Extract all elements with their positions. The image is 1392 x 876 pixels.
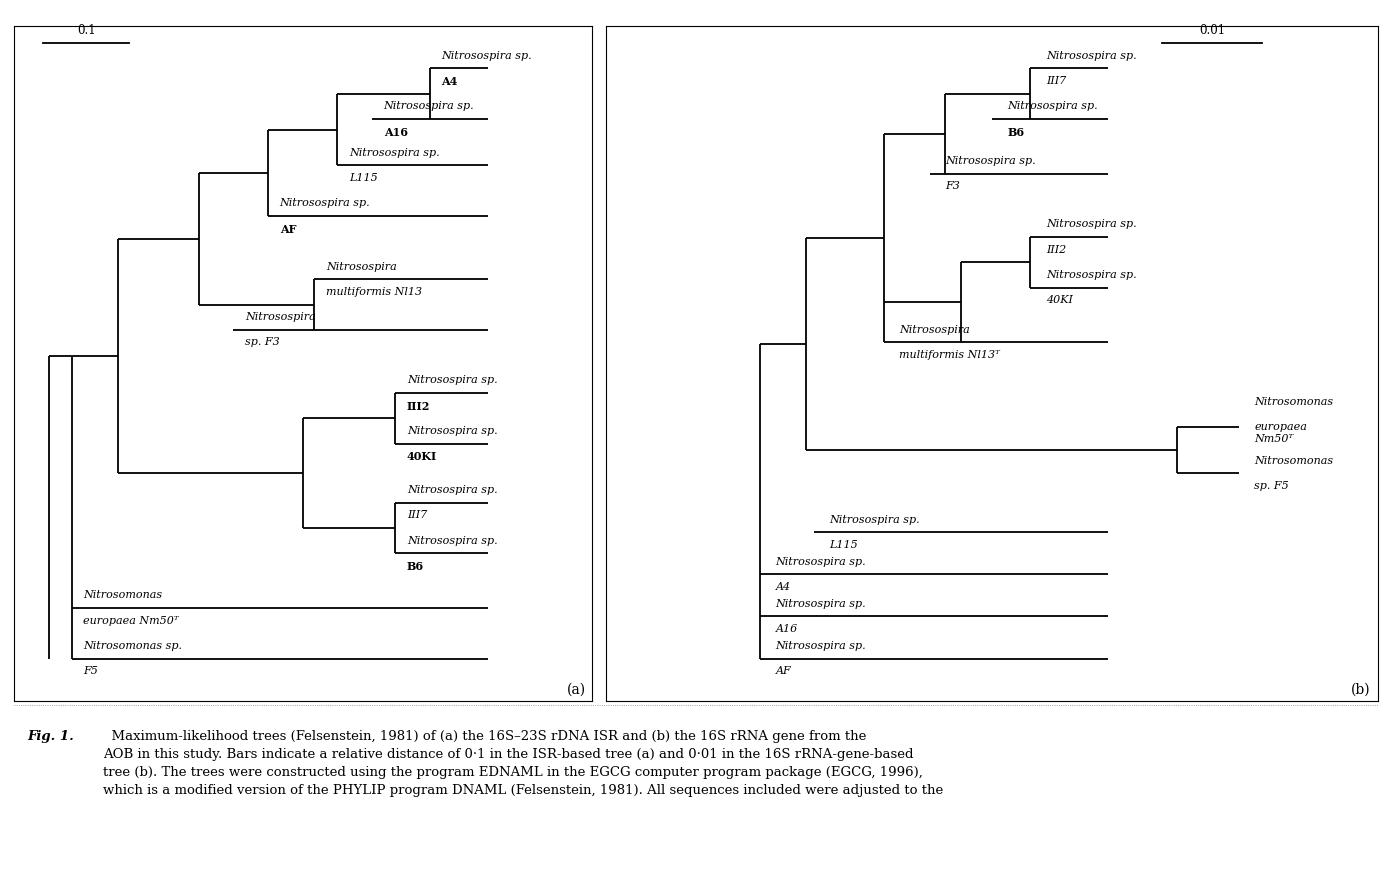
Text: 0.01: 0.01 (1199, 24, 1225, 37)
Text: (b): (b) (1350, 682, 1370, 696)
Text: Nitrosospira sp.: Nitrosospira sp. (349, 148, 440, 158)
Text: europaea Nm50ᵀ: europaea Nm50ᵀ (84, 616, 178, 625)
Text: Nitrosospira sp.: Nitrosospira sp. (1045, 270, 1136, 280)
Text: Nitrosospira sp.: Nitrosospira sp. (406, 485, 497, 495)
Text: B6: B6 (1008, 127, 1025, 138)
Text: Nitrosospira: Nitrosospira (326, 262, 397, 272)
Text: Nitrosospira sp.: Nitrosospira sp. (406, 535, 497, 546)
Text: A16: A16 (384, 127, 408, 138)
Text: AF: AF (775, 667, 791, 676)
Text: Nitrosomonas sp.: Nitrosomonas sp. (84, 641, 182, 651)
Text: L115: L115 (349, 173, 377, 183)
Text: 40KI: 40KI (1045, 295, 1073, 305)
Text: B6: B6 (406, 561, 425, 572)
Text: A4: A4 (441, 76, 458, 87)
Text: Nitrosospira: Nitrosospira (899, 325, 970, 335)
Text: Nitrosospira sp.: Nitrosospira sp. (775, 599, 866, 609)
Text: Maximum-likelihood trees (Felsenstein, 1981) of (a) the 16S–23S rDNA ISR and (b): Maximum-likelihood trees (Felsenstein, 1… (103, 731, 942, 797)
Text: F5: F5 (84, 667, 97, 676)
Text: Nitrosospira sp.: Nitrosospira sp. (945, 156, 1036, 166)
Text: Nm50ᵀ: Nm50ᵀ (1254, 434, 1293, 444)
Text: multiformis Nl13ᵀ: multiformis Nl13ᵀ (899, 350, 999, 360)
Text: Nitrosospira sp.: Nitrosospira sp. (1008, 102, 1098, 111)
Text: A16: A16 (775, 624, 798, 634)
Text: III7: III7 (406, 510, 427, 520)
Text: 0.1: 0.1 (77, 24, 96, 37)
Text: 40KI: 40KI (406, 451, 437, 463)
Text: multiformis Nl13: multiformis Nl13 (326, 286, 422, 297)
Text: Nitrosospira sp.: Nitrosospira sp. (384, 102, 475, 111)
Text: (a): (a) (567, 682, 586, 696)
Text: sp. F5: sp. F5 (1254, 481, 1289, 491)
Text: Nitrosospira: Nitrosospira (245, 312, 316, 322)
Text: III2: III2 (1045, 244, 1066, 255)
Text: Nitrosospira sp.: Nitrosospira sp. (775, 557, 866, 567)
Text: III2: III2 (406, 400, 430, 412)
Text: F3: F3 (945, 181, 960, 192)
Text: III7: III7 (1045, 76, 1066, 86)
Text: Nitrosospira sp.: Nitrosospira sp. (406, 376, 497, 385)
Text: L115: L115 (830, 540, 859, 550)
Text: A4: A4 (775, 582, 791, 592)
Text: Nitrosomonas: Nitrosomonas (1254, 456, 1334, 465)
Text: Nitrosospira sp.: Nitrosospira sp. (441, 51, 532, 60)
Text: Nitrosospira sp.: Nitrosospira sp. (1045, 220, 1136, 230)
Text: Nitrosospira sp.: Nitrosospira sp. (1045, 51, 1136, 60)
Text: AF: AF (280, 223, 296, 235)
Text: Fig. 1.: Fig. 1. (28, 731, 74, 743)
Text: sp. F3: sp. F3 (245, 337, 280, 348)
Text: Nitrosospira sp.: Nitrosospira sp. (280, 198, 370, 208)
Text: europaea: europaea (1254, 421, 1307, 432)
Text: Nitrosomonas: Nitrosomonas (84, 590, 163, 600)
Text: Nitrosospira sp.: Nitrosospira sp. (775, 641, 866, 651)
Text: Nitrosospira sp.: Nitrosospira sp. (830, 514, 920, 525)
Text: Nitrosospira sp.: Nitrosospira sp. (406, 426, 497, 436)
Text: Nitrosomonas: Nitrosomonas (1254, 397, 1334, 406)
